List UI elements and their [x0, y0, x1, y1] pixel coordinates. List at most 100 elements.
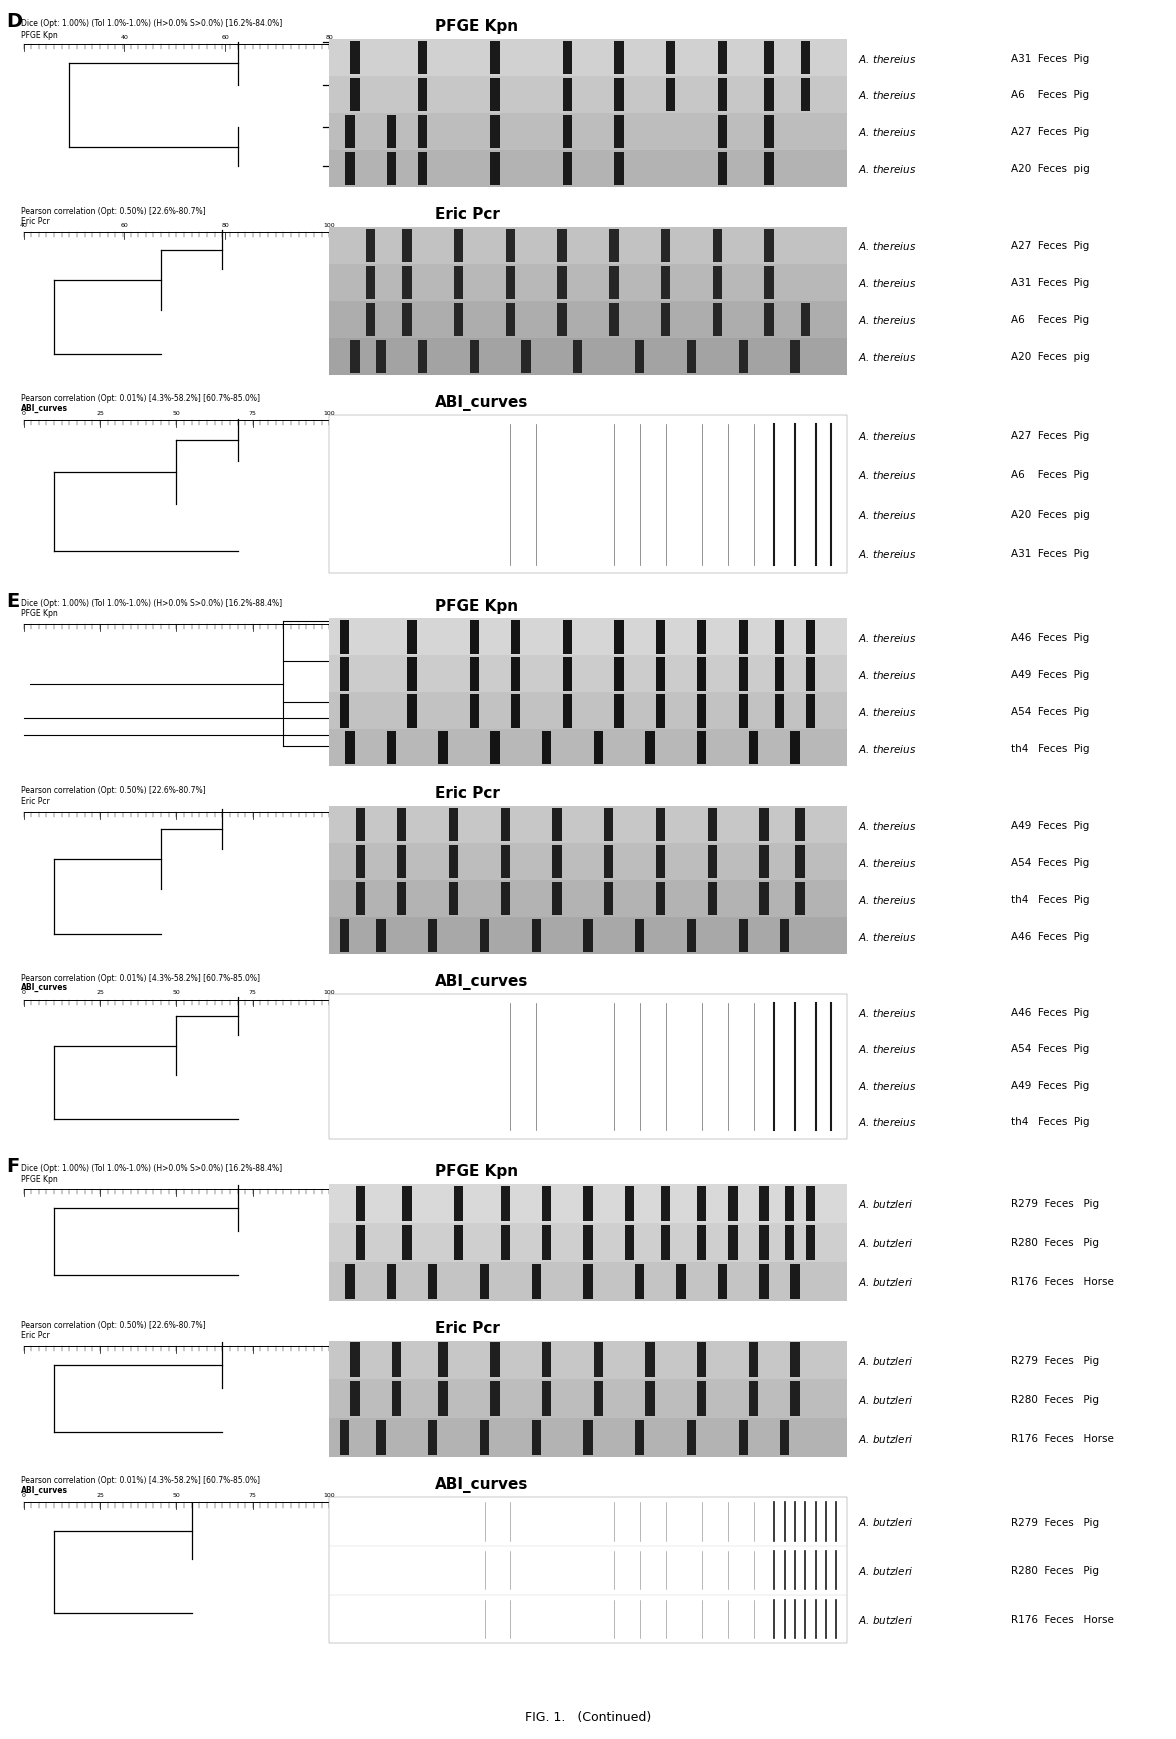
Bar: [697, 732, 707, 765]
Bar: [583, 1264, 593, 1299]
Bar: [687, 1421, 696, 1456]
Bar: [739, 696, 748, 729]
Bar: [656, 696, 666, 729]
Text: R279  Feces   Pig: R279 Feces Pig: [1011, 1198, 1100, 1209]
Bar: [532, 920, 541, 953]
Bar: [355, 1224, 365, 1261]
Text: $A$. $butzleri$: $A$. $butzleri$: [858, 1431, 914, 1443]
Text: R176  Feces   Horse: R176 Feces Horse: [1011, 1614, 1114, 1624]
Bar: [397, 809, 407, 842]
Text: $A$. $butzleri$: $A$. $butzleri$: [858, 1565, 914, 1576]
Bar: [661, 1186, 670, 1221]
Text: Dice (Opt: 1.00%) (Tol 1.0%-1.0%) (H>0.0% S>0.0%) [16.2%-88.4%]: Dice (Opt: 1.00%) (Tol 1.0%-1.0%) (H>0.0…: [21, 598, 282, 607]
Bar: [417, 341, 427, 374]
Bar: [717, 1264, 727, 1299]
Bar: [717, 42, 727, 75]
Text: A54  Feces  Pig: A54 Feces Pig: [1011, 706, 1090, 716]
Text: PFGE Kpn: PFGE Kpn: [435, 1163, 519, 1179]
Bar: [635, 341, 644, 374]
Bar: [697, 621, 707, 654]
Bar: [329, 880, 847, 918]
Bar: [553, 845, 562, 878]
Bar: [795, 845, 804, 878]
Text: ABI_curves: ABI_curves: [435, 974, 528, 989]
Bar: [329, 77, 847, 115]
Text: Dice (Opt: 1.00%) (Tol 1.0%-1.0%) (H>0.0% S>0.0%) [16.2%-84.0%]: Dice (Opt: 1.00%) (Tol 1.0%-1.0%) (H>0.0…: [21, 19, 282, 28]
Text: Eric Pcr: Eric Pcr: [21, 1330, 49, 1339]
Bar: [407, 657, 416, 690]
Bar: [646, 1343, 655, 1377]
Bar: [656, 883, 666, 916]
Text: 50: 50: [173, 1492, 180, 1497]
Text: ABI_curves: ABI_curves: [435, 395, 528, 410]
Bar: [366, 266, 375, 299]
Bar: [376, 920, 386, 953]
Text: 80: 80: [221, 223, 229, 228]
Bar: [387, 117, 396, 150]
Bar: [346, 153, 355, 186]
Text: $A$. $butzleri$: $A$. $butzleri$: [858, 1355, 914, 1367]
Bar: [739, 341, 748, 374]
Bar: [397, 883, 407, 916]
Text: 25: 25: [96, 410, 103, 416]
Text: Pearson correlation (Opt: 0.50%) [22.6%-80.7%]: Pearson correlation (Opt: 0.50%) [22.6%-…: [21, 786, 206, 795]
Text: A27  Feces  Pig: A27 Feces Pig: [1011, 127, 1090, 137]
Bar: [350, 42, 360, 75]
Bar: [697, 1186, 707, 1221]
Bar: [355, 1186, 365, 1221]
Bar: [760, 1224, 769, 1261]
Text: 0: 0: [21, 1492, 26, 1497]
Text: 75: 75: [249, 1492, 256, 1497]
Bar: [329, 807, 847, 843]
Text: th4   Feces  Pig: th4 Feces Pig: [1011, 1116, 1090, 1125]
Bar: [749, 1343, 759, 1377]
Bar: [553, 883, 562, 916]
Bar: [739, 920, 748, 953]
Text: 100: 100: [323, 989, 335, 995]
Text: 50: 50: [173, 410, 180, 416]
Bar: [562, 621, 572, 654]
Bar: [340, 1421, 349, 1456]
Bar: [329, 1497, 847, 1643]
Bar: [346, 732, 355, 765]
Bar: [366, 230, 375, 263]
Bar: [739, 657, 748, 690]
Text: $A$. $thereius$: $A$. $thereius$: [858, 240, 917, 252]
Text: $A$. $butzleri$: $A$. $butzleri$: [858, 1198, 914, 1210]
Bar: [506, 266, 515, 299]
Text: ABI_curves: ABI_curves: [435, 1476, 528, 1492]
Text: $A$. $thereius$: $A$. $thereius$: [858, 1007, 917, 1019]
Bar: [562, 117, 572, 150]
Bar: [454, 1224, 463, 1261]
Text: $A$. $butzleri$: $A$. $butzleri$: [858, 1516, 914, 1527]
Bar: [454, 304, 463, 337]
Bar: [780, 920, 789, 953]
Text: $A$. $butzleri$: $A$. $butzleri$: [858, 1236, 914, 1249]
Bar: [708, 809, 717, 842]
Text: $A$. $thereius$: $A$. $thereius$: [858, 631, 917, 643]
Bar: [717, 78, 727, 111]
Text: A49  Feces  Pig: A49 Feces Pig: [1011, 1080, 1090, 1090]
Bar: [329, 656, 847, 692]
Bar: [594, 1381, 603, 1417]
Bar: [760, 845, 769, 878]
Text: 75: 75: [249, 410, 256, 416]
Bar: [806, 1224, 815, 1261]
Text: $A$. $butzleri$: $A$. $butzleri$: [858, 1614, 914, 1624]
Bar: [557, 230, 567, 263]
Bar: [402, 1186, 412, 1221]
Text: A27  Feces  Pig: A27 Feces Pig: [1011, 242, 1090, 250]
Text: $A$. $thereius$: $A$. $thereius$: [858, 351, 917, 363]
Text: $A$. $thereius$: $A$. $thereius$: [858, 163, 917, 176]
Bar: [708, 883, 717, 916]
Bar: [387, 1264, 396, 1299]
Bar: [329, 1419, 847, 1457]
Bar: [775, 696, 784, 729]
Bar: [687, 920, 696, 953]
Bar: [490, 117, 500, 150]
Bar: [806, 1186, 815, 1221]
Bar: [329, 228, 847, 264]
Text: PFGE Kpn: PFGE Kpn: [21, 1174, 58, 1183]
Text: A6    Feces  Pig: A6 Feces Pig: [1011, 90, 1089, 101]
Bar: [801, 304, 810, 337]
